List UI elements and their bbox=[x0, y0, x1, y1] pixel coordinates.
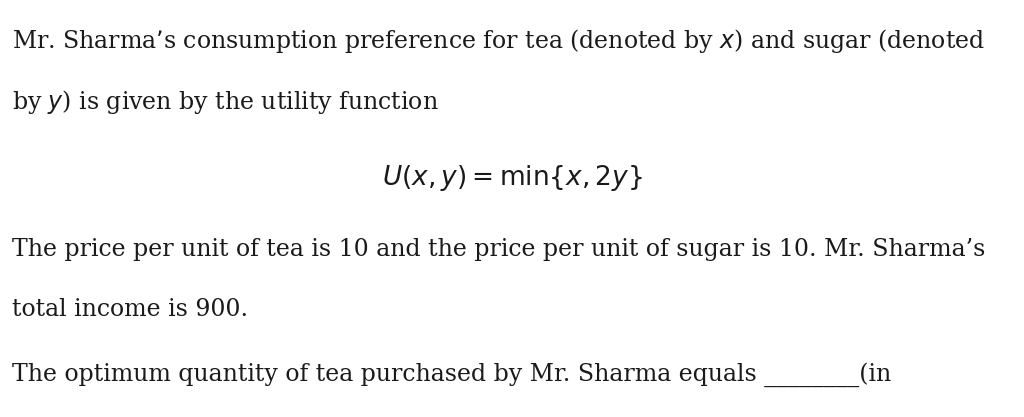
Text: The optimum quantity of tea purchased by Mr. Sharma equals ________(in: The optimum quantity of tea purchased by… bbox=[12, 363, 892, 387]
Text: by $y$) is given by the utility function: by $y$) is given by the utility function bbox=[12, 88, 439, 116]
Text: total income is 900.: total income is 900. bbox=[12, 298, 249, 321]
Text: $U(x, y) = \mathrm{min}\{x, 2y\}$: $U(x, y) = \mathrm{min}\{x, 2y\}$ bbox=[382, 163, 642, 193]
Text: Mr. Sharma’s consumption preference for tea (denoted by $x$) and sugar (denoted: Mr. Sharma’s consumption preference for … bbox=[12, 27, 985, 55]
Text: The price per unit of tea is 10 and the price per unit of sugar is 10. Mr. Sharm: The price per unit of tea is 10 and the … bbox=[12, 238, 986, 261]
